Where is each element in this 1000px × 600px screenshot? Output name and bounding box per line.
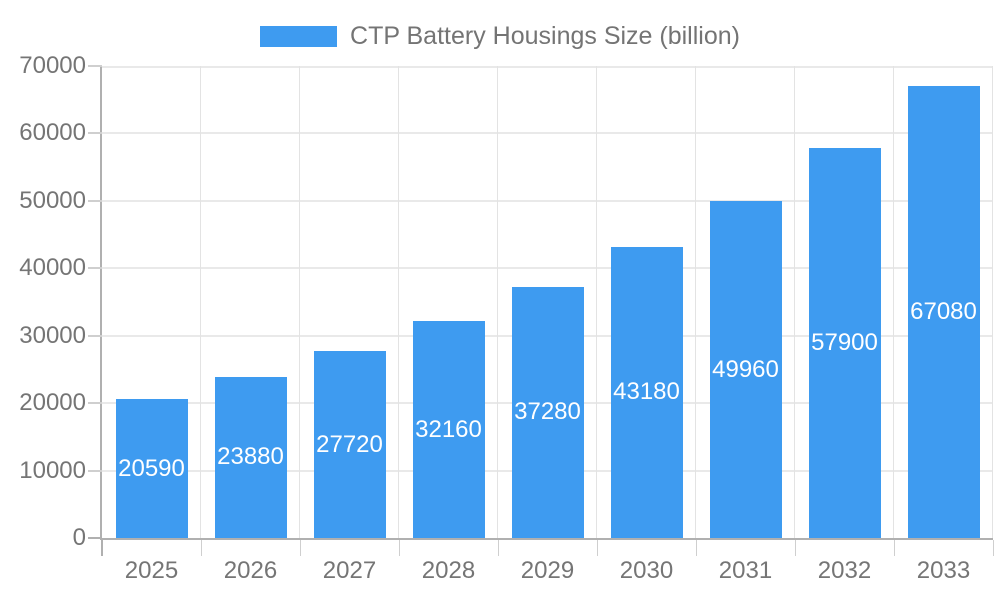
bar[interactable]: 27720 [313,351,386,538]
bar-value-label: 43180 [613,378,680,406]
gridline-v [299,66,300,538]
bar-value-label: 20590 [118,454,185,482]
y-axis-label: 40000 [19,254,86,282]
x-axis-line [102,538,993,540]
gridline-v [200,66,201,538]
x-axis-label: 2029 [520,557,575,584]
y-axis-label: 0 [72,524,86,551]
bar[interactable]: 67080 [907,85,980,538]
gridline-v [398,66,399,538]
bar-value-label: 49960 [712,355,779,383]
bar[interactable]: 32160 [412,321,485,538]
x-axis-label: 2031 [718,557,773,584]
bar[interactable]: 49960 [709,201,782,538]
bar-value-label: 67080 [910,297,977,325]
x-axis-tick [893,540,895,556]
x-axis-label: 2033 [916,557,971,584]
y-axis-label: 70000 [19,52,86,79]
bar-value-label: 23880 [217,443,284,471]
bar-value-label: 57900 [811,328,878,356]
gridline-v [794,66,795,538]
x-axis-label: 2025 [124,557,179,584]
x-axis-tick [398,540,400,556]
x-axis-tick [101,540,103,556]
gridline-h [102,267,993,270]
x-axis-tick [695,540,697,556]
y-axis-label: 20000 [19,389,86,417]
gridline-h [102,132,993,135]
bar[interactable]: 20590 [115,399,188,538]
y-axis-label: 60000 [19,119,86,147]
y-axis-label: 10000 [19,456,86,484]
gridline-h [102,199,993,202]
y-axis-tick [88,65,102,67]
x-axis-tick [299,540,301,556]
bar-value-label: 37280 [514,398,581,426]
gridline-v [893,66,894,538]
bar-value-label: 27720 [316,430,383,458]
plot-area: 20590 23880 27720 32160 37280 43180 49960 57900… [102,66,993,538]
gridline-v [596,66,597,538]
bar-value-label: 32160 [415,415,482,443]
bar[interactable]: 43180 [610,246,683,538]
y-axis-tick [88,334,102,337]
y-axis-tick [88,199,102,202]
x-axis-label: 2028 [421,557,476,584]
y-axis-label: 50000 [19,186,86,214]
x-axis-label: 2032 [817,557,872,584]
gridline-v [992,66,993,538]
y-axis-tick [88,469,102,472]
x-axis-label: 2026 [223,557,278,584]
x-axis-label: 2030 [619,557,674,584]
legend-swatch-icon [260,26,338,47]
y-axis-tick [88,132,102,135]
x-axis-tick [992,540,994,556]
gridline-v [695,66,696,538]
gridline-v [497,66,498,538]
x-axis-tick [596,540,598,556]
legend[interactable]: CTP Battery Housings Size (billion) [0,22,1000,51]
y-axis-line [100,66,102,540]
bar[interactable]: 57900 [808,147,881,538]
y-axis-label: 30000 [19,321,86,349]
y-axis-tick [88,537,102,539]
y-axis-tick [88,267,102,270]
x-axis-tick [794,540,796,556]
bar[interactable]: 37280 [511,286,584,538]
y-axis-tick [88,402,102,405]
x-axis-label: 2027 [322,557,377,584]
x-axis-tick [200,540,202,556]
gridline-h [102,66,993,68]
x-axis-tick [497,540,499,556]
bar[interactable]: 23880 [214,376,287,538]
legend-label: CTP Battery Housings Size (billion) [350,22,740,50]
